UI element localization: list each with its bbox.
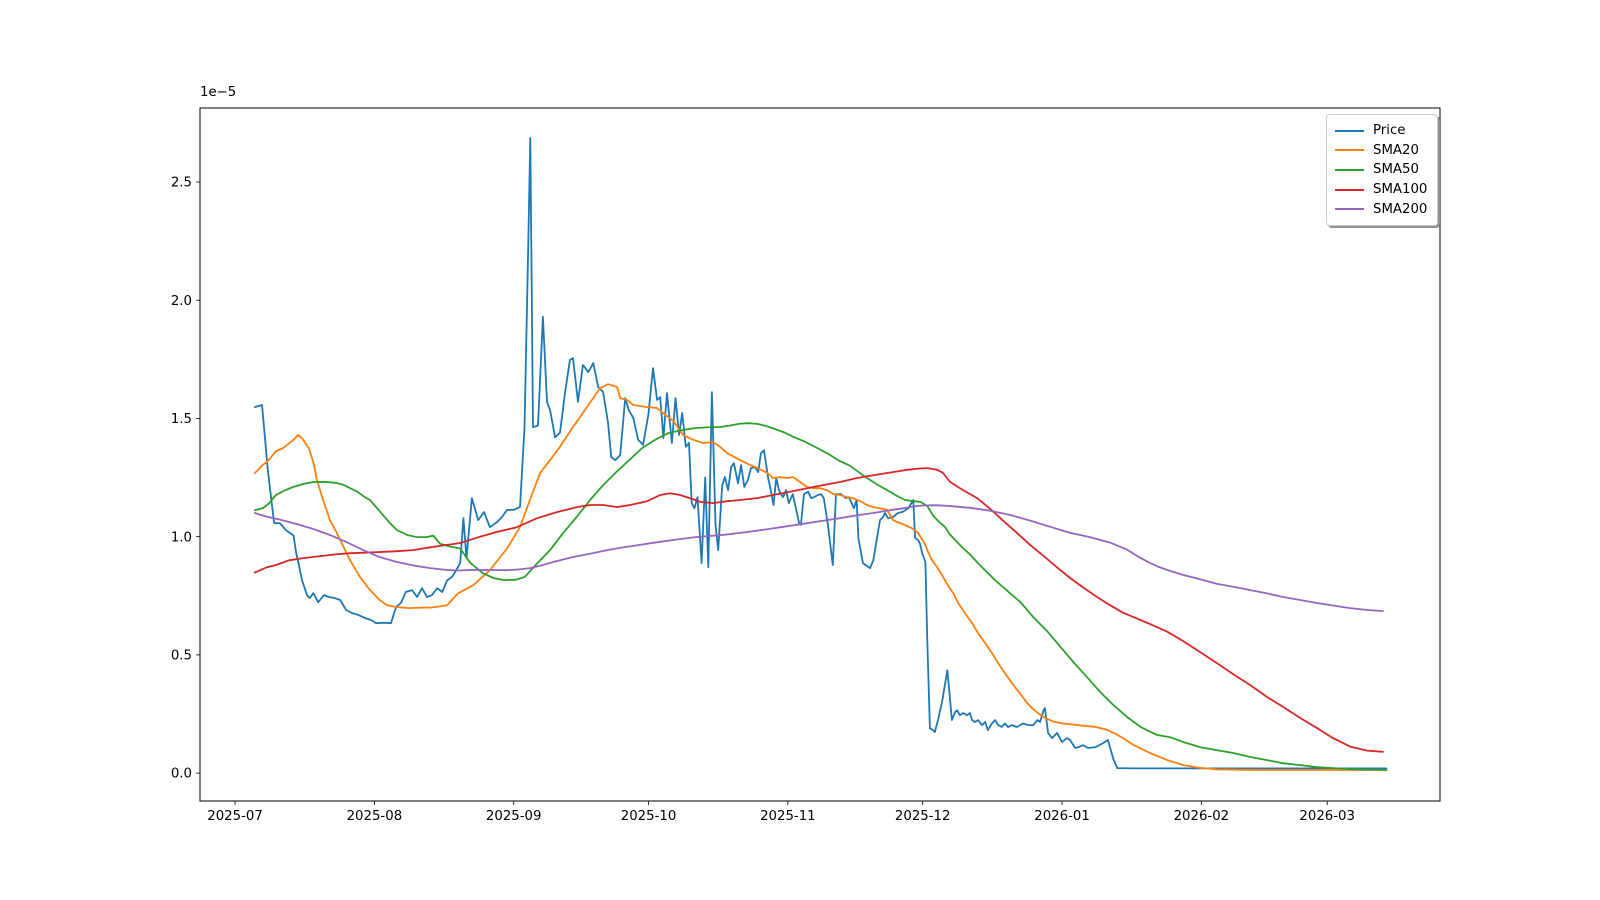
x-axis-tick-label: 2025-09 xyxy=(486,809,542,824)
y-axis-tick-label: 1.5 xyxy=(171,412,192,427)
series-line-sma100 xyxy=(253,467,1384,753)
series-line-price xyxy=(253,137,1388,770)
legend-entry-price: Price xyxy=(1335,121,1427,141)
legend-label: SMA20 xyxy=(1373,142,1419,158)
y-axis-tick-label: 0.0 xyxy=(171,767,192,782)
legend: Price SMA20 SMA50 SMA100 SMA200 xyxy=(1326,114,1439,226)
series-line-sma50 xyxy=(253,422,1388,771)
legend-label: Price xyxy=(1373,123,1406,139)
y-axis-tick-label: 2.0 xyxy=(171,294,192,309)
series-line-sma20 xyxy=(253,383,1388,771)
legend-label: SMA100 xyxy=(1373,182,1428,198)
x-axis-tick-label: 2025-12 xyxy=(895,809,951,824)
plot-border xyxy=(199,107,1441,802)
y-axis-tick-label: 0.5 xyxy=(171,648,192,663)
x-axis-tick-label: 2026-03 xyxy=(1299,809,1355,824)
x-axis-tick-label: 2025-10 xyxy=(621,809,677,824)
x-axis-tick-label: 2025-08 xyxy=(347,809,403,824)
legend-line-sample xyxy=(1335,208,1364,211)
legend-entry-sma20: SMA20 xyxy=(1335,141,1427,161)
legend-entry-sma100: SMA100 xyxy=(1335,180,1427,200)
series-line-sma200 xyxy=(253,504,1384,612)
legend-label: SMA200 xyxy=(1373,201,1428,217)
y-axis-offset-text: 1e−5 xyxy=(200,85,237,100)
legend-line-sample xyxy=(1335,149,1364,152)
x-axis-tick-label: 2026-01 xyxy=(1034,809,1090,824)
x-axis-tick-label: 2025-11 xyxy=(760,809,816,824)
legend-label: SMA50 xyxy=(1373,162,1419,178)
legend-entry-sma200: SMA200 xyxy=(1335,199,1427,219)
y-axis-tick-label: 2.5 xyxy=(171,176,192,191)
legend-line-sample xyxy=(1335,168,1364,171)
legend-line-sample xyxy=(1335,129,1364,132)
legend-entry-sma50: SMA50 xyxy=(1335,160,1427,180)
x-axis-tick-label: 2026-02 xyxy=(1174,809,1230,824)
legend-line-sample xyxy=(1335,188,1364,191)
x-axis-tick-label: 2025-07 xyxy=(207,809,263,824)
y-axis-tick-label: 1.0 xyxy=(171,530,192,545)
